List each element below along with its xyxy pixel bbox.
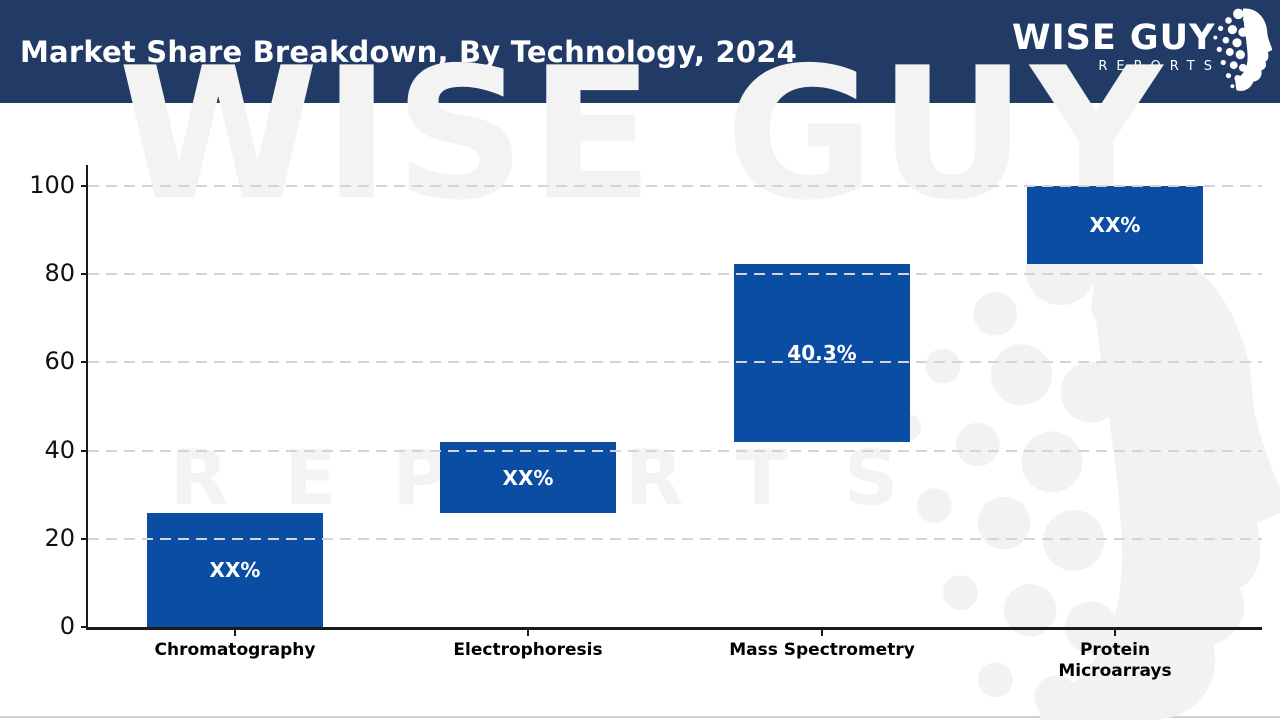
bar-value-label: XX% [1089, 213, 1141, 237]
y-tick-mark [81, 273, 88, 275]
y-tick-mark [81, 361, 88, 363]
gridline-y-60 [88, 361, 1262, 363]
brand-name: WISE GUY [1012, 18, 1216, 58]
chart-area: WISE GUY REPORTS 0 20 40 60 80 100 XX% Chromato… [0, 28, 1280, 720]
y-tick-label: 0 [59, 612, 75, 640]
bar-protein-microarrays: XX% [1027, 186, 1203, 264]
bar-chromatography: XX% [147, 513, 323, 627]
gridline-y-80 [88, 273, 1262, 275]
x-axis-spine [86, 627, 1262, 630]
x-category-label: Mass Spectrometry [729, 640, 915, 660]
x-tick-mark [821, 629, 823, 636]
y-axis-spine [86, 165, 88, 629]
x-tick-mark [234, 629, 236, 636]
x-category-label: Chromatography [154, 640, 316, 660]
x-category-label: Electrophoresis [453, 640, 603, 660]
y-tick-label: 40 [44, 436, 75, 464]
x-tick-mark [527, 629, 529, 636]
y-tick-label: 60 [44, 347, 75, 375]
bar-electrophoresis: XX% [440, 442, 616, 513]
brand-logo-text: WISE GUY REPORTS [1012, 18, 1216, 76]
y-tick-label: 100 [29, 171, 75, 199]
chart-title: Market Share Breakdown, By Technology, 2… [20, 34, 798, 69]
bottom-divider [0, 716, 1280, 718]
brand-face-icon [1213, 8, 1272, 91]
y-tick-label: 80 [44, 259, 75, 287]
y-tick-mark [81, 626, 88, 628]
gridline-y-20 [88, 538, 1262, 540]
header-banner: Market Share Breakdown, By Technology, 2… [0, 0, 1280, 103]
x-tick-mark [1114, 629, 1116, 636]
brand-subtitle: REPORTS [1098, 59, 1221, 74]
gridline-y-40 [88, 450, 1262, 452]
bar-mass-spectrometry: 40.3% [734, 264, 910, 442]
y-tick-label: 20 [44, 524, 75, 552]
bar-value-label: XX% [502, 465, 554, 490]
brand-logo: WISE GUY REPORTS [1004, 0, 1274, 103]
x-category-label: Protein Microarrays [1058, 640, 1172, 681]
y-tick-mark [81, 185, 88, 187]
bar-value-label: XX% [209, 558, 261, 582]
y-tick-mark [81, 538, 88, 540]
y-tick-mark [81, 450, 88, 452]
watermark-brand-text: WISE GUY [118, 28, 1167, 240]
gridline-y-100 [88, 185, 1262, 187]
